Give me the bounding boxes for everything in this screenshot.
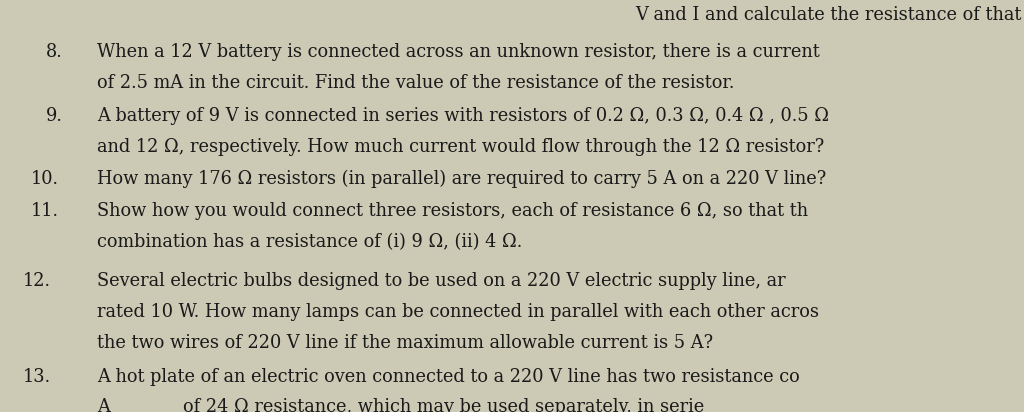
Text: 8.: 8. [46, 43, 62, 61]
Text: V and I and calculate the resistance of that resistor.: V and I and calculate the resistance of … [635, 6, 1024, 24]
Text: 11.: 11. [31, 202, 58, 220]
Text: When a 12 V battery is connected across an unknown resistor, there is a current: When a 12 V battery is connected across … [97, 43, 820, 61]
Text: A             of 24 Ω resistance, which may be used separately, in serie: A of 24 Ω resistance, which may be used … [97, 398, 705, 412]
Text: A battery of 9 V is connected in series with resistors of 0.2 Ω, 0.3 Ω, 0.4 Ω , : A battery of 9 V is connected in series … [97, 107, 829, 125]
Text: A hot plate of an electric oven connected to a 220 V line has two resistance co: A hot plate of an electric oven connecte… [97, 368, 800, 386]
Text: combination has a resistance of (i) 9 Ω, (ii) 4 Ω.: combination has a resistance of (i) 9 Ω,… [97, 233, 522, 251]
Text: 13.: 13. [23, 368, 50, 386]
Text: and 12 Ω, respectively. How much current would flow through the 12 Ω resistor?: and 12 Ω, respectively. How much current… [97, 138, 824, 156]
Text: 10.: 10. [31, 170, 58, 188]
Text: Show how you would connect three resistors, each of resistance 6 Ω, so that th: Show how you would connect three resisto… [97, 202, 808, 220]
Text: the two wires of 220 V line if the maximum allowable current is 5 A?: the two wires of 220 V line if the maxim… [97, 334, 714, 352]
Text: How many 176 Ω resistors (in parallel) are required to carry 5 A on a 220 V line: How many 176 Ω resistors (in parallel) a… [97, 170, 826, 188]
Text: rated 10 W. How many lamps can be connected in parallel with each other acros: rated 10 W. How many lamps can be connec… [97, 303, 819, 321]
Text: 12.: 12. [23, 272, 50, 290]
Text: of 2.5 mA in the circuit. Find the value of the resistance of the resistor.: of 2.5 mA in the circuit. Find the value… [97, 74, 734, 92]
Text: Several electric bulbs designed to be used on a 220 V electric supply line, ar: Several electric bulbs designed to be us… [97, 272, 785, 290]
Text: 9.: 9. [46, 107, 62, 125]
